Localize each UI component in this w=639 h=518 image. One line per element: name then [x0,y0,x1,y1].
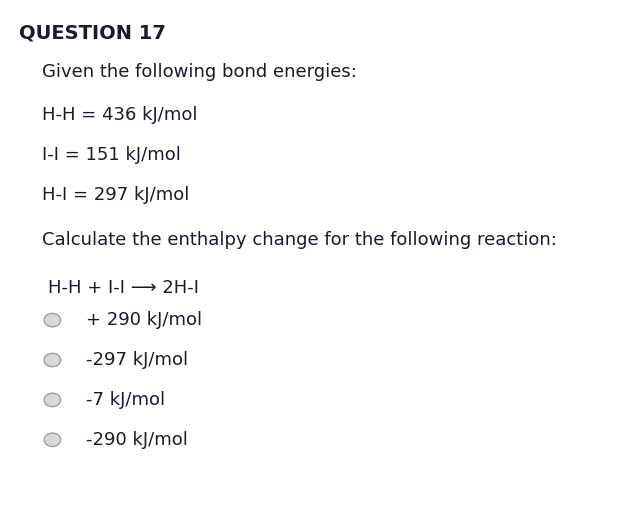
Text: + 290 kJ/mol: + 290 kJ/mol [86,311,203,329]
Text: Given the following bond energies:: Given the following bond energies: [42,63,357,81]
Text: H-H = 436 kJ/mol: H-H = 436 kJ/mol [42,106,197,124]
Circle shape [44,313,61,327]
Text: -297 kJ/mol: -297 kJ/mol [86,351,189,369]
Circle shape [44,353,61,367]
Text: H-H + I-I ⟶ 2H-I: H-H + I-I ⟶ 2H-I [48,279,199,297]
Text: Calculate the enthalpy change for the following reaction:: Calculate the enthalpy change for the fo… [42,231,557,249]
Text: I-I = 151 kJ/mol: I-I = 151 kJ/mol [42,146,180,164]
Text: -7 kJ/mol: -7 kJ/mol [86,391,166,409]
Text: QUESTION 17: QUESTION 17 [19,23,166,42]
Circle shape [44,433,61,447]
Circle shape [44,393,61,407]
Text: H-I = 297 kJ/mol: H-I = 297 kJ/mol [42,186,189,204]
Text: -290 kJ/mol: -290 kJ/mol [86,431,188,449]
